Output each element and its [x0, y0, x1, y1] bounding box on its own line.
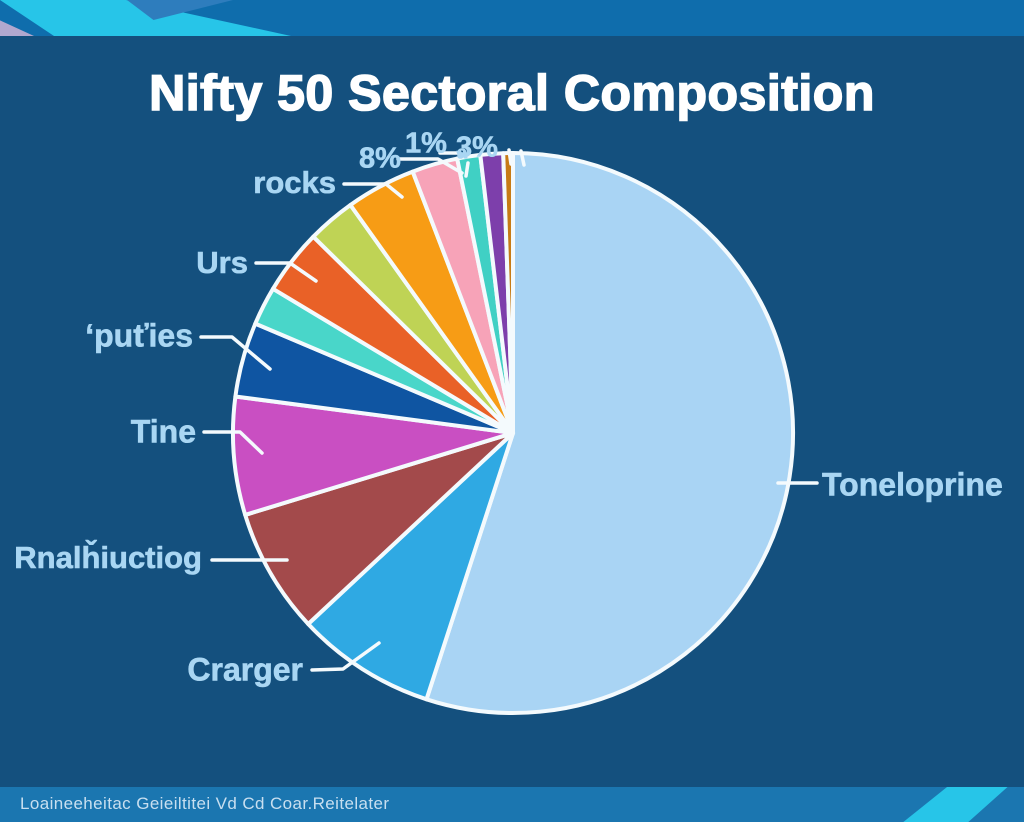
pct-1: 1%: [405, 127, 448, 160]
pie-slice-rnalhiuctiog[interactable]: [243, 431, 515, 626]
pct-a: a: [456, 142, 468, 163]
label-toneloprine: Toneloprine: [822, 466, 1003, 503]
leader-line-label-crarger: [310, 641, 381, 672]
label-rocks: rocks: [253, 165, 336, 201]
pct-8: 8%: [359, 142, 402, 175]
bottom-strip: [0, 787, 1024, 822]
label-crarger: Crarger: [187, 651, 303, 688]
pie-slices-group: [231, 151, 796, 715]
chart-title: Nifty 50 Sectoral Composition: [148, 64, 875, 122]
leader-line-tick-2: [519, 149, 526, 167]
label-rnalhiuctiog: Rnalȟiuctiog: [14, 540, 202, 576]
pie-slice-tine[interactable]: [231, 394, 515, 517]
pie-slice-toneloprine[interactable]: [424, 151, 796, 715]
leader-line-pct-8: [396, 157, 464, 175]
leader-line-tick-1: [507, 148, 513, 166]
leader-line-label-urs: [254, 261, 318, 283]
pct-3: 3%: [456, 131, 499, 164]
leader-line-label-tine: [202, 430, 264, 455]
leader-line-label-puties: [199, 335, 272, 371]
pie-slice-crarger[interactable]: [306, 431, 515, 702]
caption-text: Loaineeheitac Geieiltitei Vd Cd Coar.Rei…: [20, 794, 390, 813]
leader-line-label-rocks: [342, 182, 404, 199]
leader-line-pct-3: [464, 161, 470, 178]
leader-lines-group: [199, 148, 819, 672]
label-puties: ʻpuťies: [85, 317, 193, 354]
label-urs: Urs: [196, 245, 248, 281]
label-tine: Tine: [130, 413, 196, 450]
